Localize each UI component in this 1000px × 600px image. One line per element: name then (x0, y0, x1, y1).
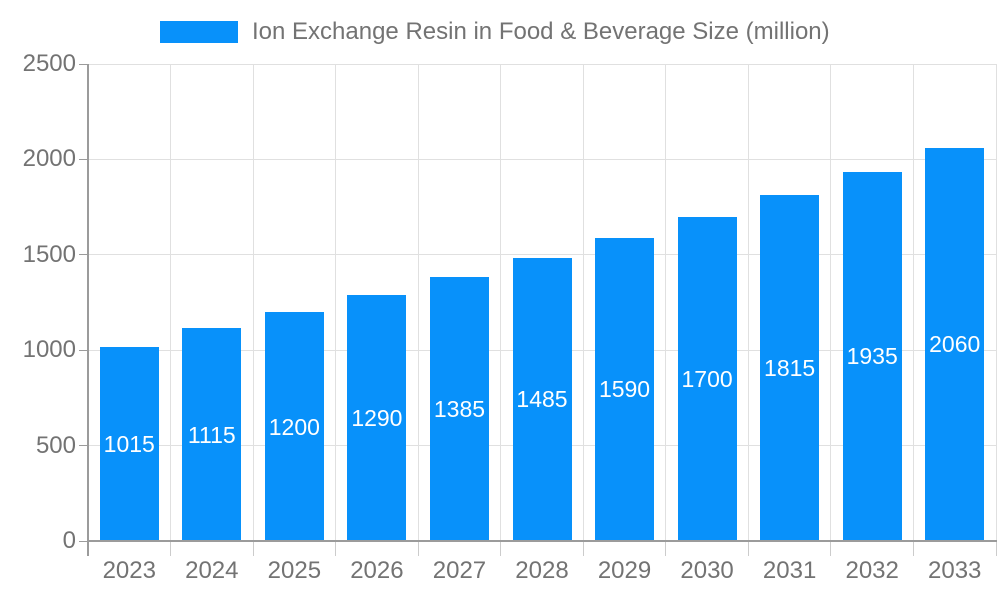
bar[interactable] (182, 328, 242, 541)
v-gridline (170, 64, 172, 541)
bar-value-label: 1935 (846, 343, 898, 370)
x-axis-label: 2033 (928, 557, 982, 584)
y-axis-tick (79, 540, 88, 542)
x-axis-label: 2027 (432, 557, 487, 584)
bar-value-label: 1590 (598, 376, 651, 403)
x-axis-label: 2023 (102, 557, 156, 584)
x-axis-tick (747, 541, 749, 556)
x-axis-tick (582, 541, 584, 556)
y-axis-tick (79, 63, 88, 65)
v-gridline (747, 64, 749, 541)
x-axis-tick (335, 541, 337, 556)
x-axis-label: 2025 (267, 557, 322, 584)
x-axis-label: 2031 (762, 557, 817, 584)
y-axis-line (87, 64, 89, 556)
x-axis-tick (830, 541, 832, 556)
x-axis-label: 2032 (845, 557, 899, 584)
x-axis-label: 2030 (680, 557, 734, 584)
bar-value-label: 1290 (351, 404, 403, 431)
x-axis-tick (252, 541, 254, 556)
bar[interactable] (99, 347, 159, 541)
legend-swatch[interactable] (160, 20, 238, 43)
y-axis-label: 0 (62, 527, 76, 554)
x-axis-tick (912, 541, 914, 556)
y-axis-label: 2500 (22, 50, 76, 77)
v-gridline (830, 64, 832, 541)
h-gridline (88, 254, 996, 256)
x-axis-tick (995, 541, 997, 556)
bar[interactable] (512, 257, 572, 541)
v-gridline (335, 64, 337, 541)
bar-value-label: 2060 (929, 331, 981, 358)
chart-legend[interactable]: Ion Exchange Resin in Food & Beverage Si… (160, 19, 830, 44)
bar-value-label: 1115 (187, 421, 236, 448)
x-axis-label: 2029 (597, 557, 652, 584)
bar-value-label: 1015 (103, 431, 155, 458)
x-axis-label: 2024 (185, 557, 239, 584)
bar[interactable] (595, 237, 655, 541)
h-gridline (88, 63, 996, 65)
y-axis-label: 2000 (22, 145, 76, 173)
bar-value-label: 1385 (433, 395, 486, 422)
legend-label: Ion Exchange Resin in Food & Beverage Si… (252, 18, 830, 45)
bar-value-label: 1200 (268, 413, 320, 440)
bar-value-label: 1815 (764, 354, 816, 381)
bar[interactable] (760, 194, 820, 541)
v-gridline (252, 64, 254, 541)
y-axis-label: 1000 (22, 336, 76, 364)
v-gridline (500, 64, 502, 541)
y-axis-tick (79, 254, 88, 256)
x-axis-label: 2028 (515, 557, 569, 584)
h-gridline (88, 158, 996, 160)
y-axis-tick (79, 445, 88, 447)
v-gridline (582, 64, 584, 541)
v-gridline (417, 64, 419, 541)
y-axis-label: 500 (35, 431, 76, 459)
bar[interactable] (429, 276, 489, 541)
y-axis-tick (79, 158, 88, 160)
bar[interactable] (347, 294, 407, 541)
bar[interactable] (677, 216, 737, 541)
bar-value-label: 1485 (516, 386, 568, 413)
x-axis-tick (417, 541, 419, 556)
y-axis-label: 1500 (22, 240, 76, 268)
bar[interactable] (264, 312, 324, 541)
y-axis-tick (79, 349, 88, 351)
bar-value-label: 1700 (681, 365, 733, 392)
x-axis-tick (170, 541, 172, 556)
v-gridline (995, 64, 997, 541)
v-gridline (912, 64, 914, 541)
bar[interactable] (925, 147, 985, 541)
x-axis-tick (500, 541, 502, 556)
v-gridline (665, 64, 667, 541)
x-axis-line (87, 540, 997, 542)
bar[interactable] (842, 171, 902, 541)
x-axis-tick (665, 541, 667, 556)
x-axis-label: 2026 (350, 557, 404, 584)
